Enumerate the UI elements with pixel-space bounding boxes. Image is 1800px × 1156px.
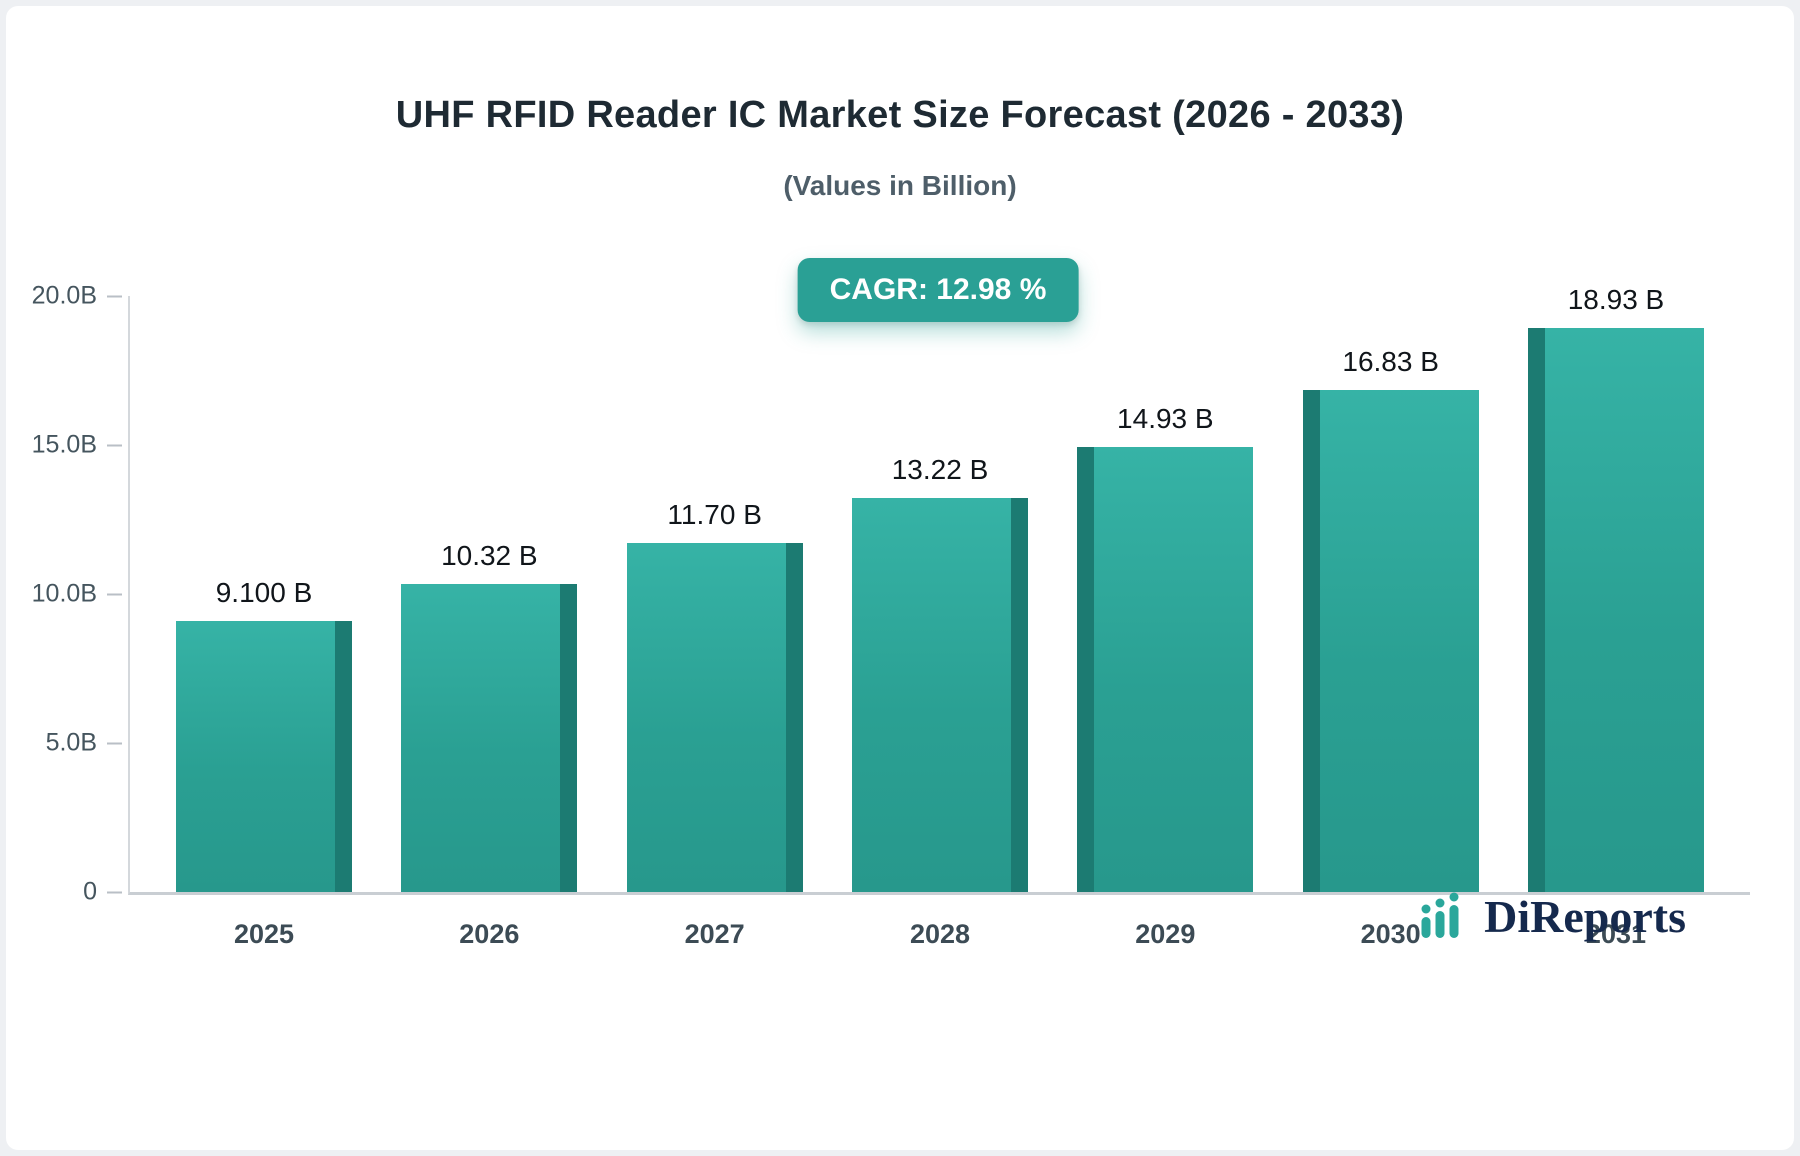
y-tick-label: 20.0B: [31, 281, 97, 310]
y-tick-mark: [107, 444, 122, 446]
brand-logo: DiReports: [1418, 892, 1686, 940]
x-axis-label: 2026: [459, 919, 520, 949]
bar-value-label: 16.83 B: [1342, 346, 1439, 378]
bar-value-label: 18.93 B: [1567, 283, 1665, 315]
x-axis-label: 2025: [233, 919, 295, 949]
x-axis-label: 2028: [909, 919, 971, 949]
bars-container: 9.100 B 2025 10.32 B 2026 11.70 B 2027 13.22 B…: [130, 284, 1750, 949]
bar-cell: 13.22 B 2028: [828, 296, 1052, 949]
x-axis-label: 2030: [1360, 919, 1421, 949]
x-axis-label: 2031: [1585, 919, 1646, 949]
bar-side-face: [785, 543, 803, 892]
bar-2025: [176, 620, 352, 892]
bar-side-face: [1010, 498, 1028, 892]
bar-2030: [1302, 390, 1479, 892]
y-tick-label: 0: [83, 877, 97, 906]
bar-2031: [1527, 327, 1704, 892]
bar-value-label: 10.32 B: [441, 540, 538, 572]
bar-cell: 10.32 B 2026: [377, 296, 601, 949]
y-tick-mark: [107, 295, 122, 297]
y-tick-label: 5.0B: [45, 728, 97, 757]
bar-cell: 16.83 B 2030: [1279, 296, 1503, 949]
plot-area: 9.100 B 2025 10.32 B 2026 11.70 B 2027 13.22 B…: [128, 284, 1750, 949]
chart-title: UHF RFID Reader IC Market Size Forecast …: [395, 94, 1405, 136]
y-axis: 20.0B 15.0B 10.0B 5.0B 0: [6, 282, 124, 906]
bar-value-label: 11.70 B: [667, 499, 762, 531]
y-tick-label: 15.0B: [31, 430, 97, 459]
chart-card: UHF RFID Reader IC Market Size Forecast …: [6, 6, 1794, 1150]
y-tick: 20.0B: [32, 282, 122, 311]
bar-2029: [1077, 447, 1254, 892]
bar-value-label: 14.93 B: [1117, 403, 1214, 435]
bar-2026: [401, 584, 578, 892]
y-tick: 15.0B: [32, 431, 122, 460]
cagr-badge: CAGR: 12.98 %: [797, 258, 1079, 322]
bar-cell: 18.93 B 2031: [1504, 284, 1728, 949]
brand-logo-text: DiReports: [1484, 891, 1686, 942]
bar-value-label: 9.100 B: [215, 576, 313, 608]
x-axis-label: 2027: [684, 919, 745, 949]
y-tick-mark: [107, 891, 122, 893]
x-axis-label: 2029: [1135, 919, 1196, 949]
y-tick-label: 10.0B: [31, 579, 97, 608]
y-tick-mark: [107, 742, 122, 744]
bar-side-face: [1302, 390, 1320, 892]
y-tick-mark: [107, 593, 122, 595]
bar-2027: [626, 543, 803, 892]
bar-value-label: 13.22 B: [891, 454, 989, 486]
bar-cell: 11.70 B 2027: [603, 296, 827, 949]
bar-2028: [851, 498, 1028, 892]
bar-cell: 9.100 B 2025: [152, 296, 376, 949]
bar-side-face: [335, 620, 352, 892]
bar-chart-icon: [1421, 892, 1459, 938]
chart-subtitle: (Values in Billion): [783, 170, 1017, 201]
y-tick: 10.0B: [32, 580, 122, 609]
y-tick: 0: [83, 878, 122, 907]
bar-side-face: [560, 584, 578, 892]
bar-side-face: [1527, 327, 1545, 892]
bar-cell: 14.93 B 2029: [1053, 296, 1277, 949]
bar-side-face: [1077, 447, 1095, 892]
y-tick: 5.0B: [46, 729, 122, 758]
